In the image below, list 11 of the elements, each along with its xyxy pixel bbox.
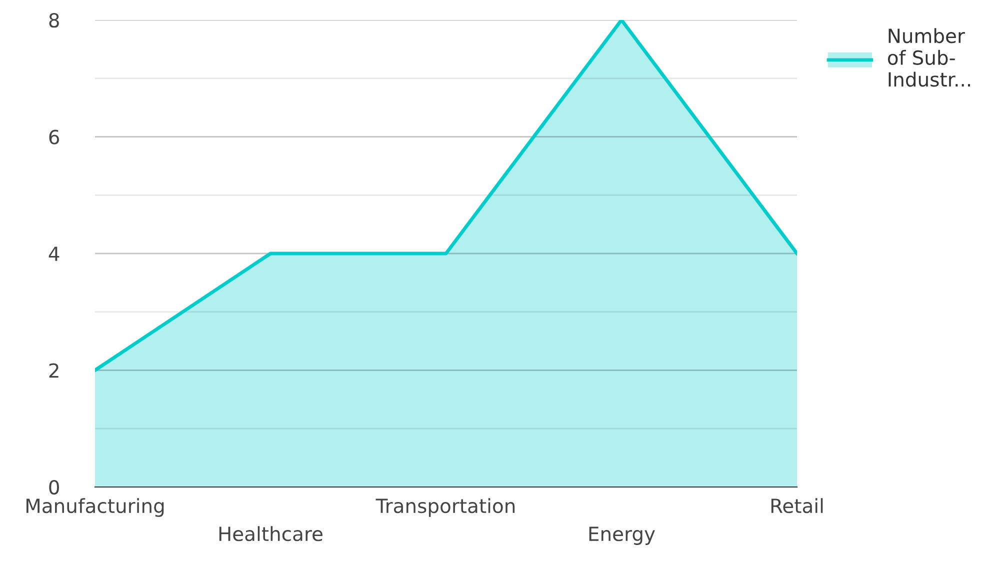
x-tick-label: Manufacturing: [26, 498, 164, 517]
x-tick-label: Transportation: [376, 498, 515, 517]
x-tick-label: Healthcare: [219, 526, 322, 542]
x-tick-label: Retail: [771, 498, 823, 514]
y-tick-label: 8: [49, 12, 59, 28]
x-tick-label: Energy: [589, 526, 655, 545]
y-tick-label: 2: [49, 363, 58, 378]
y-tick-label: 6: [49, 130, 60, 144]
y-tick-label: 0: [49, 480, 59, 495]
y-tick-label: 4: [48, 246, 60, 261]
legend-label: Number of Sub-Industr...: [888, 28, 970, 87]
